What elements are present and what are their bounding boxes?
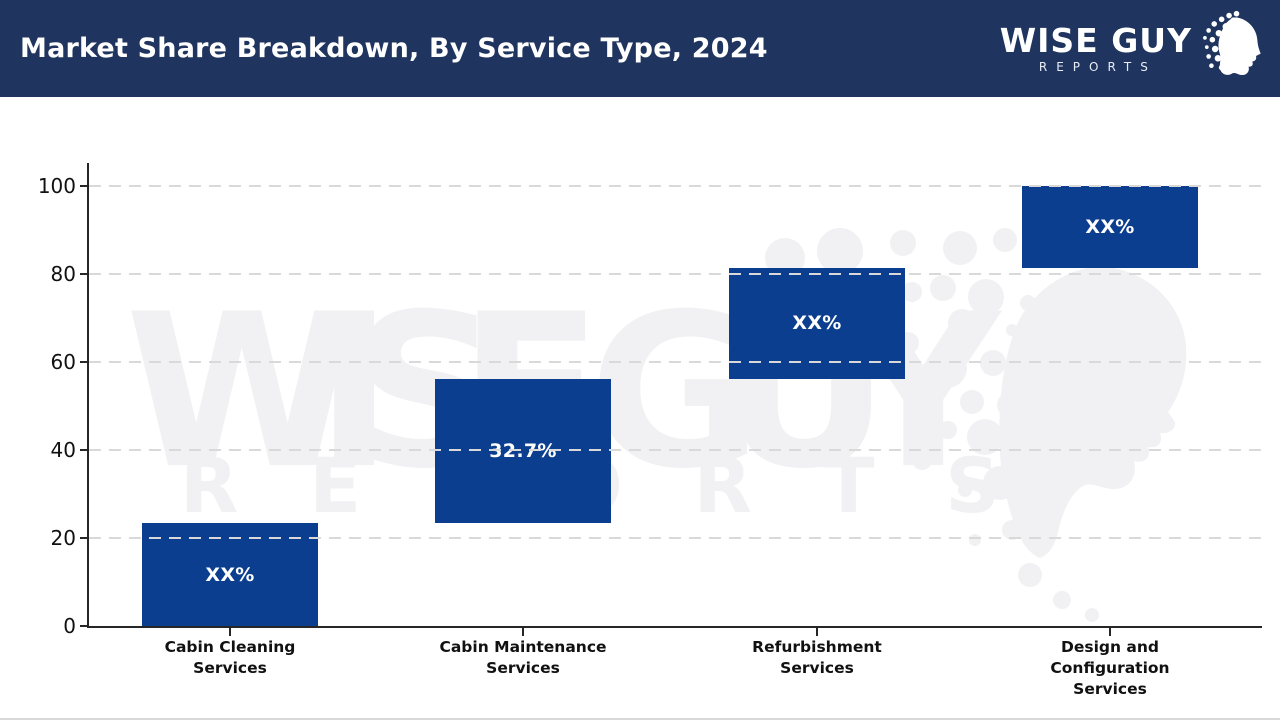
gridline-100 [89, 185, 1262, 187]
bottom-border [0, 718, 1280, 720]
bar-4: XX% [1022, 186, 1198, 268]
category-label: Design and Configuration Services [1050, 638, 1170, 698]
chart-title: Market Share Breakdown, By Service Type,… [20, 33, 768, 64]
category-label: Refurbishment Services [752, 638, 882, 677]
dotted-head-icon [1203, 10, 1261, 75]
bar-value-label: XX% [792, 312, 842, 335]
category-label: Cabin Maintenance Services [439, 638, 607, 677]
y-tick-label: 60 [50, 350, 76, 374]
gridline-20 [89, 537, 1262, 539]
y-tick-mark [80, 185, 88, 187]
bar-2: 32.7% [435, 379, 611, 524]
x-axis-line [87, 626, 1262, 628]
bar-value-label: 32.7% [489, 440, 557, 463]
y-tick-label: 80 [50, 262, 76, 286]
gridline-40 [89, 449, 1262, 451]
x-tick-mark [522, 628, 524, 636]
y-axis-line [87, 163, 89, 628]
gridline-80 [89, 273, 1262, 275]
y-tick-mark [80, 361, 88, 363]
wise-guy-reports-logo: WISE GUY REPORTS [1000, 10, 1266, 88]
logo-wordmark: WISE GUY [999, 21, 1192, 60]
y-tick-mark [80, 625, 88, 627]
bar-3: XX% [729, 267, 905, 380]
y-tick-label: 100 [37, 174, 76, 198]
bar-value-label: XX% [205, 563, 255, 586]
y-tick-mark [80, 449, 88, 451]
logo-text: WISE GUY REPORTS [1000, 24, 1192, 73]
x-tick-mark [229, 628, 231, 636]
gridline-60 [89, 361, 1262, 363]
category-label: Cabin Cleaning Services [164, 638, 296, 677]
x-tick-mark [816, 628, 818, 636]
y-tick-mark [80, 273, 88, 275]
bar-1: XX% [142, 523, 318, 626]
header: Market Share Breakdown, By Service Type,… [0, 0, 1280, 97]
y-tick-mark [80, 537, 88, 539]
bar-value-label: XX% [1085, 215, 1135, 238]
x-tick-mark [1109, 628, 1111, 636]
plot-area: WISE GUY R E P O R T S [0, 97, 1280, 720]
y-tick-label: 0 [63, 614, 76, 638]
y-tick-label: 40 [50, 438, 76, 462]
logo-subtitle: REPORTS [1038, 60, 1157, 74]
y-tick-label: 20 [50, 526, 76, 550]
